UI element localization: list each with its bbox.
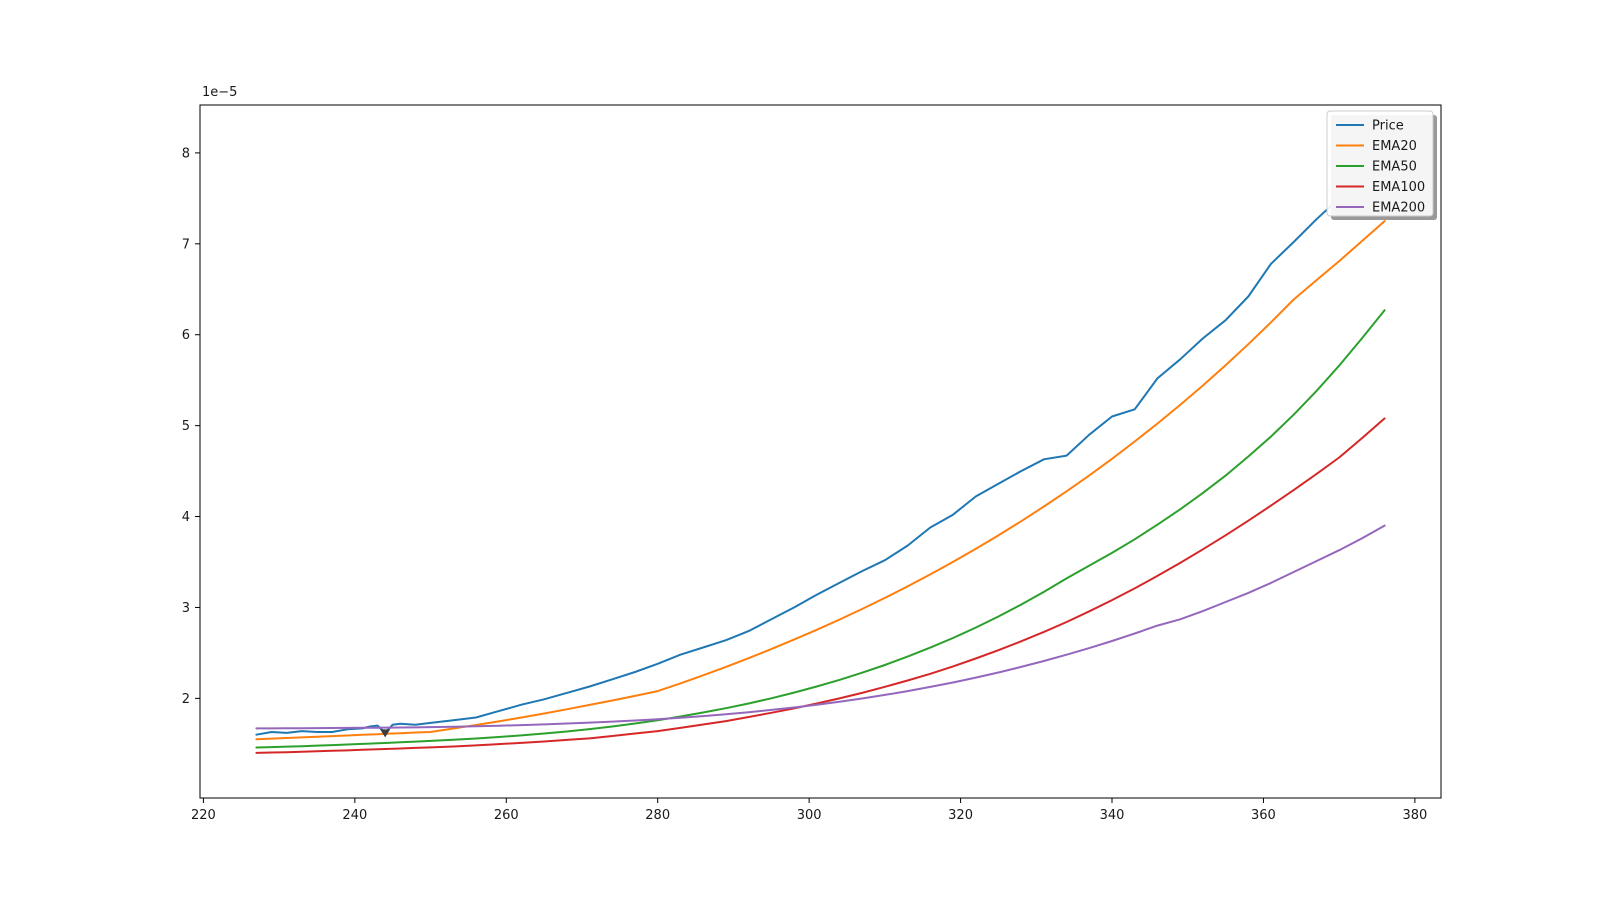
- legend: Price EMA20 EMA50 EMA100 EMA200: [1326, 110, 1437, 220]
- series-line-price: [255, 138, 1386, 736]
- svg-text:EMA200: EMA200: [1372, 201, 1425, 216]
- svg-text:8: 8: [182, 146, 190, 161]
- svg-text:EMA100: EMA100: [1372, 180, 1425, 195]
- svg-text:380: 380: [1402, 808, 1427, 823]
- axes-frame: [199, 104, 1442, 799]
- y-axis: 2 3 4 5 6 7 8: [182, 146, 200, 707]
- svg-text:3: 3: [182, 601, 190, 616]
- svg-text:340: 340: [1100, 808, 1125, 823]
- series-line-ema50: [255, 309, 1386, 749]
- legend-item-price: Price: [1336, 119, 1404, 134]
- series-lines: [255, 138, 1386, 754]
- legend-item-ema200: EMA200: [1336, 201, 1425, 216]
- legend-item-ema100: EMA100: [1336, 180, 1425, 195]
- legend-item-ema50: EMA50: [1336, 160, 1417, 175]
- x-axis: 220 240 260 280 300 320 340 360 380: [191, 798, 1427, 823]
- legend-item-ema20: EMA20: [1336, 139, 1417, 154]
- svg-text:6: 6: [182, 328, 190, 343]
- svg-text:220: 220: [191, 808, 216, 823]
- svg-text:280: 280: [645, 808, 670, 823]
- series-line-ema200: [255, 524, 1386, 730]
- svg-text:EMA20: EMA20: [1372, 139, 1417, 154]
- svg-text:300: 300: [797, 808, 822, 823]
- svg-text:2: 2: [182, 692, 190, 707]
- svg-text:260: 260: [494, 808, 519, 823]
- svg-text:Price: Price: [1372, 119, 1404, 134]
- dip-marker-icon: [380, 729, 391, 738]
- svg-text:5: 5: [182, 419, 190, 434]
- svg-text:360: 360: [1251, 808, 1276, 823]
- svg-text:EMA50: EMA50: [1372, 160, 1417, 175]
- svg-text:240: 240: [342, 808, 367, 823]
- y-axis-offset-label: 1e−5: [202, 85, 238, 100]
- svg-text:320: 320: [948, 808, 973, 823]
- legend-box: [1326, 110, 1434, 217]
- series-line-ema100: [255, 417, 1386, 754]
- series-line-ema20: [255, 220, 1386, 741]
- svg-text:4: 4: [182, 510, 190, 525]
- svg-text:7: 7: [182, 237, 190, 252]
